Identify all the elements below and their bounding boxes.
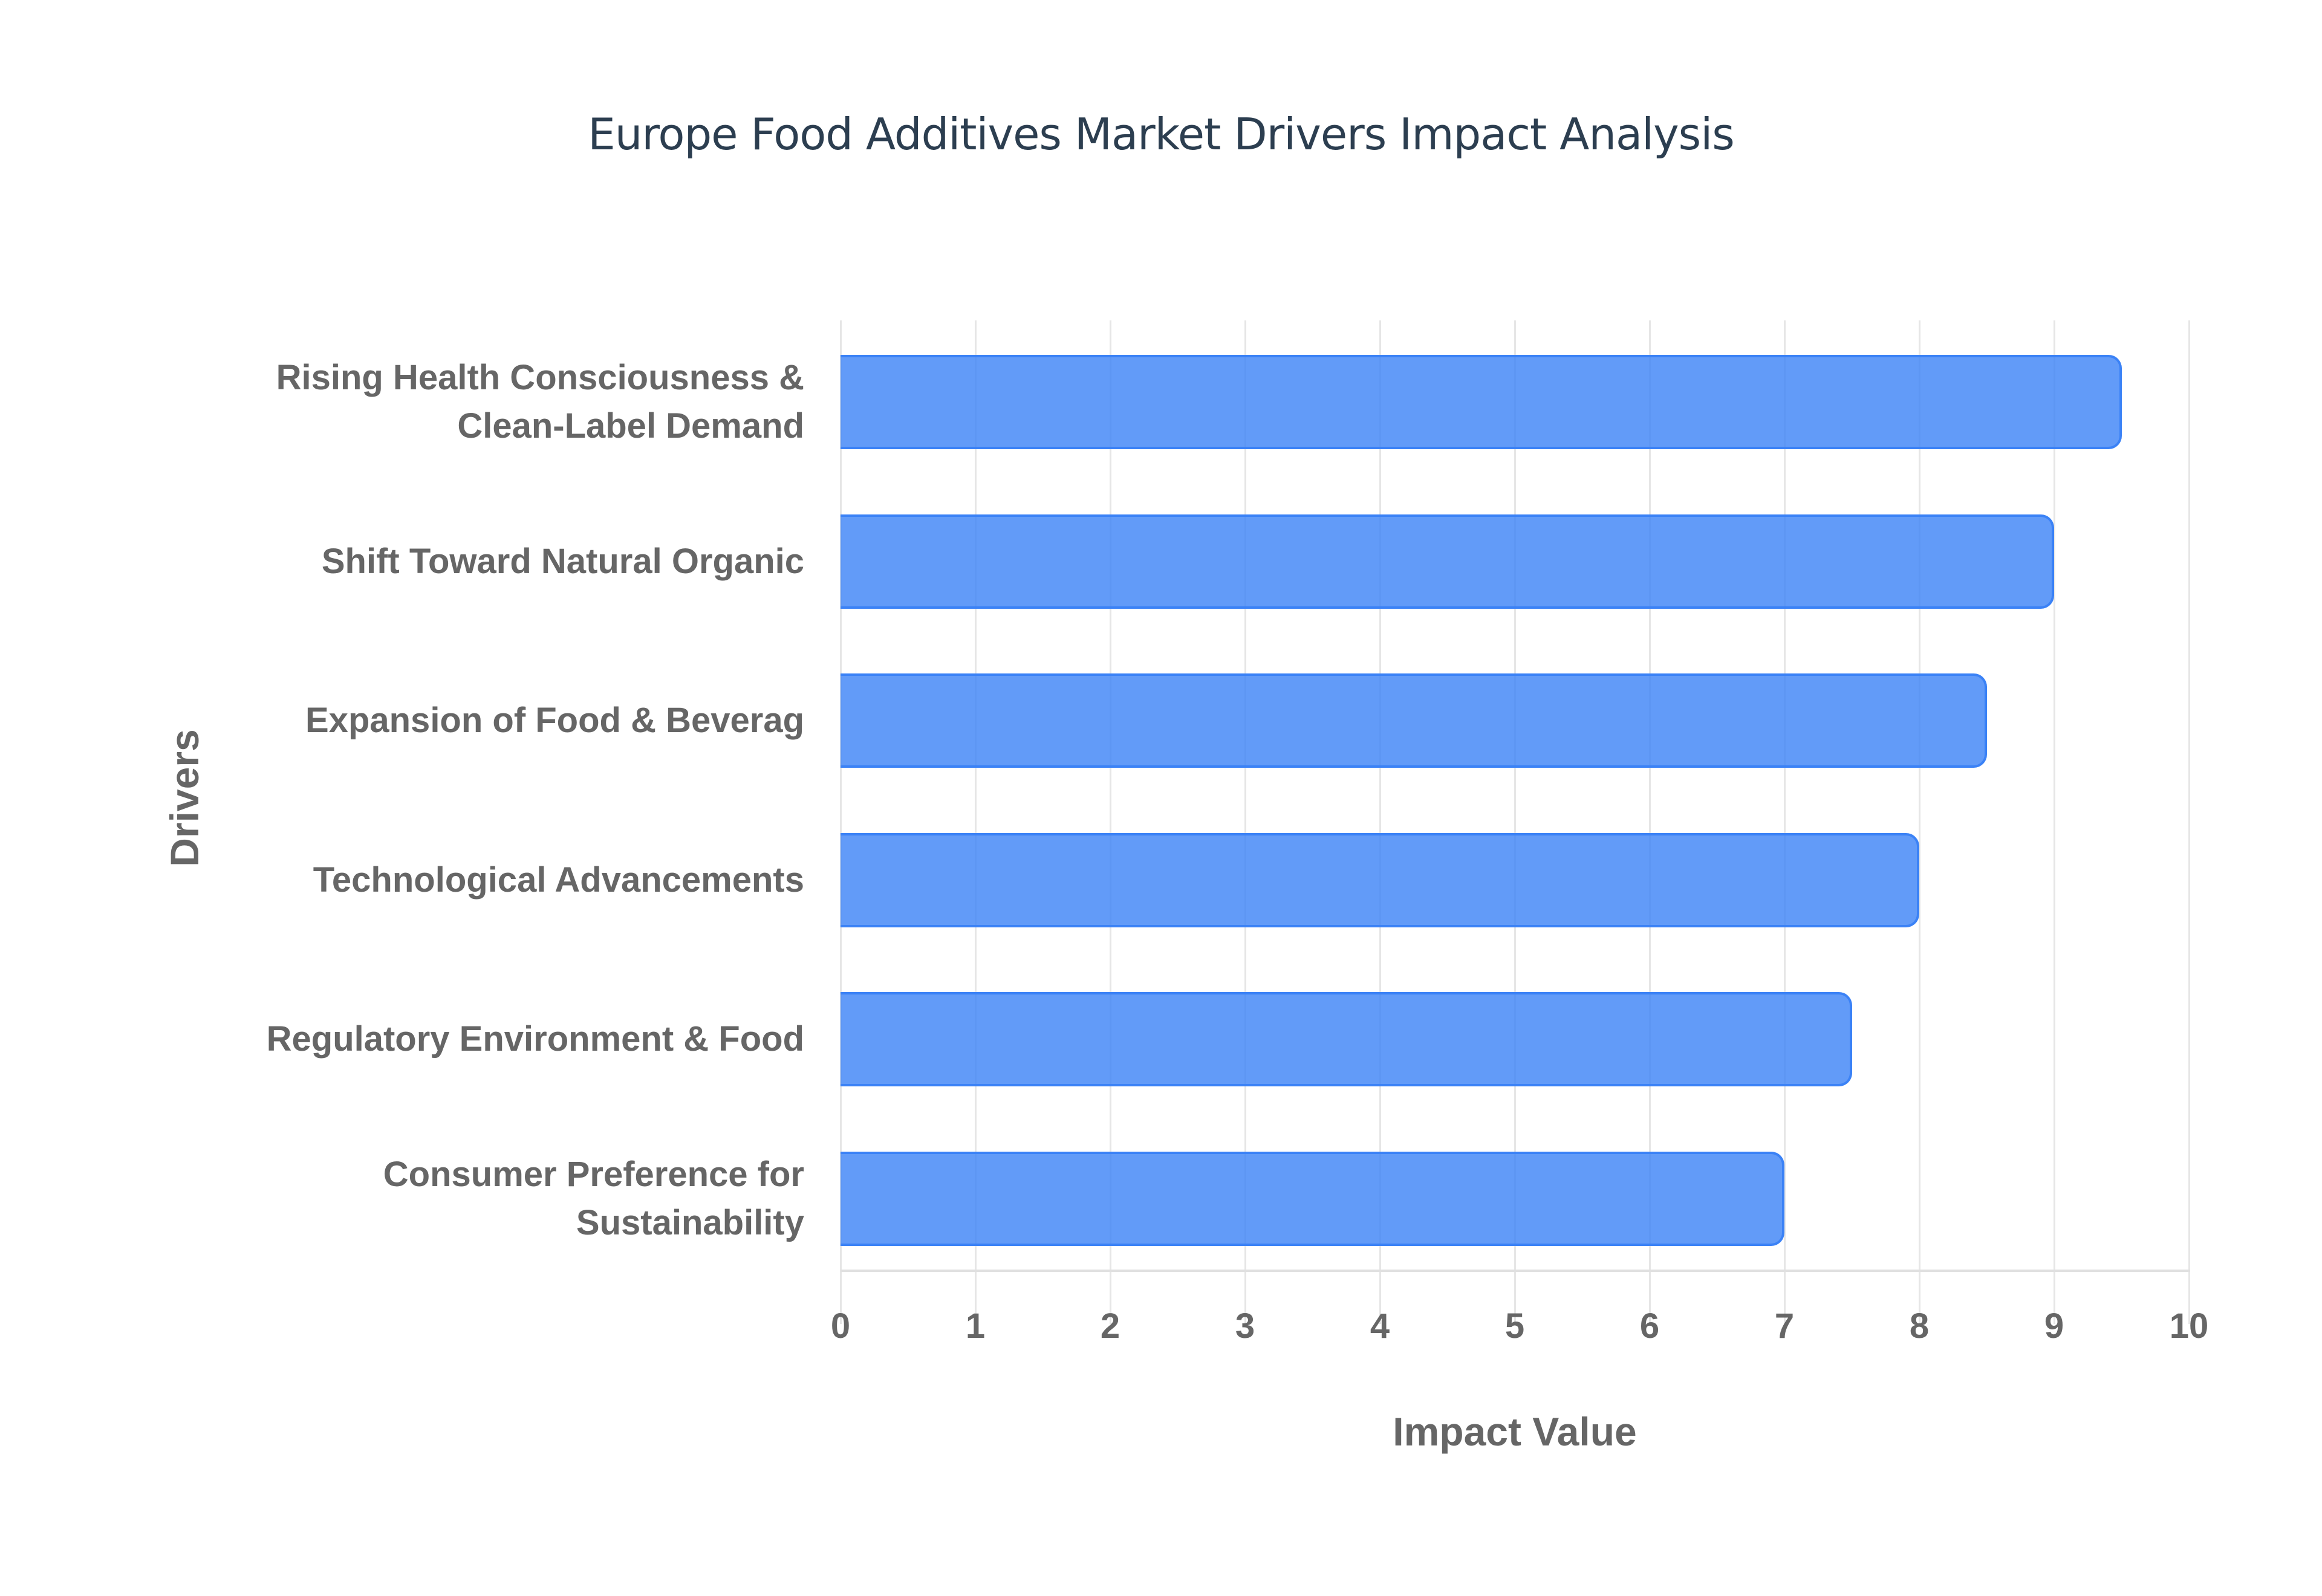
x-tick-label: 3 [1235, 1306, 1255, 1346]
plot-area [840, 320, 2190, 1324]
y-tick-label: Consumer Preference for Sustainability [139, 1150, 804, 1247]
y-tick-label-line: Clean-Label Demand [457, 406, 804, 446]
y-tick-label: Technological Advancements [139, 856, 804, 904]
gridline [1784, 320, 1786, 1324]
y-axis-title: Drivers [162, 729, 207, 867]
y-tick-label-line: Regulatory Environment & Food [266, 1019, 804, 1059]
bar[interactable] [841, 992, 1852, 1086]
x-axis-line [841, 1270, 2190, 1272]
gridline [1919, 320, 1920, 1324]
y-tick-label: Shift Toward Natural Organic [139, 537, 804, 586]
x-axis-title: Impact Value [1393, 1409, 1637, 1454]
y-tick-label-line: Shift Toward Natural Organic [321, 541, 804, 581]
gridline [1244, 320, 1246, 1324]
x-tick-label: 4 [1370, 1306, 1390, 1346]
x-tick-label: 6 [1639, 1306, 1660, 1346]
gridline [1110, 320, 1111, 1324]
bar[interactable] [841, 832, 1919, 927]
y-tick-label-line: Expansion of Food & Beverag [305, 701, 804, 740]
gridline [975, 320, 977, 1324]
gridline [1514, 320, 1516, 1324]
y-tick-label: Expansion of Food & Beverag [139, 696, 804, 745]
gridline [2054, 320, 2055, 1324]
y-tick-label: Regulatory Environment & Food [139, 1015, 804, 1063]
chart-title: Europe Food Additives Market Drivers Imp… [588, 109, 1734, 160]
x-tick-label: 8 [1909, 1306, 1930, 1346]
x-tick-label: 0 [830, 1306, 851, 1346]
gridline [1649, 320, 1651, 1324]
y-tick-label-line: Consumer Preference for [383, 1154, 804, 1194]
y-tick-label-line: Rising Health Consciousness & [276, 358, 804, 397]
bar[interactable] [841, 1151, 1784, 1246]
x-tick-label: 2 [1100, 1306, 1120, 1346]
y-tick-label: Rising Health Consciousness & Clean-Label… [139, 354, 804, 450]
x-tick-label: 1 [965, 1306, 986, 1346]
gridline [1379, 320, 1381, 1324]
bar[interactable] [841, 673, 1987, 768]
y-tick-label-line: Sustainability [576, 1202, 804, 1242]
bar[interactable] [841, 355, 2122, 449]
bar[interactable] [841, 514, 2054, 609]
x-tick-label: 5 [1504, 1306, 1525, 1346]
x-tick-label: 10 [2169, 1306, 2209, 1346]
gridline [2188, 320, 2190, 1324]
x-tick-label: 9 [2044, 1306, 2064, 1346]
gridline [840, 320, 842, 1324]
y-tick-label-line: Technological Advancements [313, 860, 804, 900]
x-tick-label: 7 [1774, 1306, 1795, 1346]
